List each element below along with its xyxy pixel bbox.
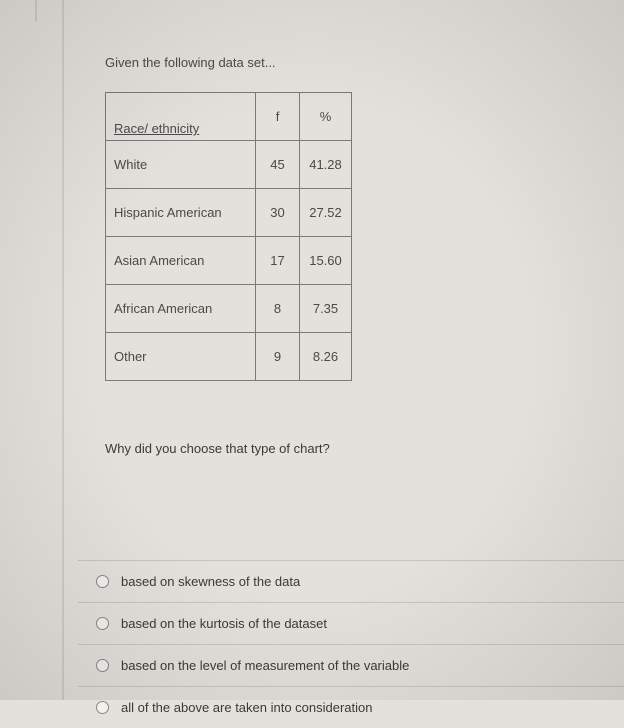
row-f: 17 [256,237,300,285]
option-row[interactable]: based on the level of measurement of the… [78,644,624,686]
option-label: based on the level of measurement of the… [121,658,409,673]
row-f: 45 [256,141,300,189]
table-row: White 45 41.28 [106,141,352,189]
question-content: Given the following data set... Race/ et… [105,55,594,526]
row-f: 9 [256,333,300,381]
row-label: Other [106,333,256,381]
option-label: based on the kurtosis of the dataset [121,616,327,631]
row-p: 15.60 [300,237,352,285]
table-row: African American 8 7.35 [106,285,352,333]
header-label-cell: Race/ ethnicity [106,93,256,141]
radio-icon[interactable] [96,575,109,588]
page-margin-tick [35,0,37,22]
followup-question: Why did you choose that type of chart? [105,441,594,456]
row-f: 8 [256,285,300,333]
radio-icon[interactable] [96,617,109,630]
radio-icon[interactable] [96,701,109,714]
table-row: Asian American 17 15.60 [106,237,352,285]
row-label: Hispanic American [106,189,256,237]
row-p: 41.28 [300,141,352,189]
row-p: 8.26 [300,333,352,381]
option-label: all of the above are taken into consider… [121,700,373,715]
row-p: 27.52 [300,189,352,237]
header-f-cell: f [256,93,300,141]
table-row: Hispanic American 30 27.52 [106,189,352,237]
row-p: 7.35 [300,285,352,333]
table-header-row: Race/ ethnicity f % [106,93,352,141]
row-label: African American [106,285,256,333]
table-row: Other 9 8.26 [106,333,352,381]
option-row[interactable]: based on skewness of the data [78,560,624,602]
data-table: Race/ ethnicity f % White 45 41.28 Hispa… [105,92,352,381]
header-percent-cell: % [300,93,352,141]
option-label: based on skewness of the data [121,574,300,589]
radio-icon[interactable] [96,659,109,672]
page-margin-line [62,0,64,700]
row-label: Asian American [106,237,256,285]
answer-options: based on skewness of the data based on t… [78,560,624,728]
row-label: White [106,141,256,189]
row-f: 30 [256,189,300,237]
option-row[interactable]: all of the above are taken into consider… [78,686,624,728]
prompt-text: Given the following data set... [105,55,594,70]
option-row[interactable]: based on the kurtosis of the dataset [78,602,624,644]
